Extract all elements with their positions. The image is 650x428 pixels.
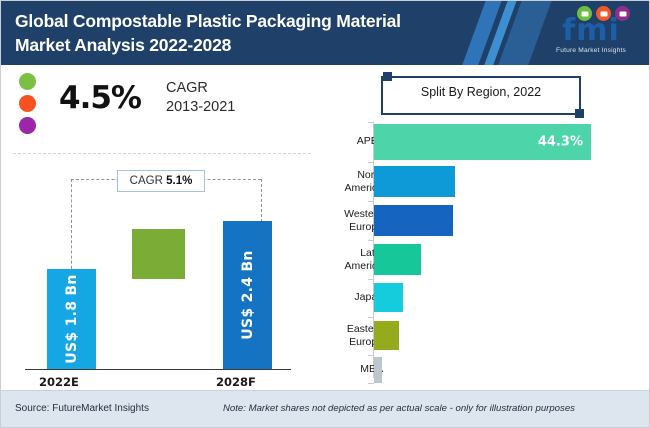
logo-caption: Future Market Insights	[556, 47, 626, 54]
cagr-callout-box: CAGR 5.1%	[117, 170, 205, 192]
bar-eastern-europe	[374, 321, 399, 350]
region-chart-title: Split By Region, 2022	[420, 85, 542, 99]
page-title-line1: Global Compostable Plastic Packaging Mat…	[15, 11, 401, 31]
logo-wordmark: fmi	[562, 13, 620, 48]
cagr-connector-left	[71, 179, 72, 279]
logo-icon-group	[577, 6, 643, 23]
axis-tick	[368, 162, 374, 163]
bar-western-europe	[374, 205, 453, 236]
table-row: North America	[319, 162, 649, 201]
axis-tick	[368, 240, 374, 241]
axis-tick	[368, 317, 374, 318]
axis-tick	[368, 201, 374, 202]
fmi-logo: fmi Future Market Insights	[539, 6, 643, 62]
frame-line-top	[387, 76, 581, 78]
axis-tick	[368, 383, 374, 384]
table-row: Latin America	[319, 240, 649, 279]
footer-note: Note: Market shares not depicted as per …	[223, 403, 575, 414]
cagr-period-years: 2013-2021	[166, 99, 236, 115]
table-row: Japan	[319, 279, 649, 317]
market-size-axis	[25, 369, 291, 370]
dot-orange-icon	[19, 95, 36, 112]
bar-latin-america	[374, 244, 421, 275]
dot-purple-icon	[19, 117, 36, 134]
chart-circle-icon	[615, 6, 630, 21]
axis-tick	[368, 355, 374, 356]
bulb-circle-icon	[596, 6, 611, 21]
page-title: Global Compostable Plastic Packaging Mat…	[15, 9, 475, 57]
cagr-period-label: CAGR 2013-2021	[166, 79, 235, 117]
cagr-connector-right	[261, 179, 262, 227]
bar-north-america	[374, 166, 455, 197]
section-divider	[13, 153, 311, 154]
bar-2022e: US$ 1.8 Bn	[47, 269, 96, 369]
table-row: APEJ 44.3%	[319, 122, 649, 162]
cagr-callout-value: 5.1%	[166, 175, 193, 187]
footer-source: Source: FutureMarket Insights	[15, 403, 149, 414]
bar-mea	[374, 357, 382, 383]
table-row: MEA	[319, 355, 649, 389]
cagr-value: 4.5%	[59, 80, 142, 116]
cagr-callout-label: CAGR	[129, 175, 163, 187]
page-title-line2: Market Analysis 2022-2028	[15, 35, 232, 55]
bar-apej-value: 44.3%	[537, 134, 583, 150]
bar-apej: 44.3%	[374, 124, 591, 160]
leaf-circle-icon	[577, 6, 592, 21]
cagr-label-text: CAGR	[166, 80, 208, 96]
region-split-chart: Split By Region, 2022 APEJ 44.3% North A…	[319, 65, 649, 391]
header-banner: Global Compostable Plastic Packaging Mat…	[1, 1, 649, 65]
dot-green-icon	[19, 73, 36, 90]
market-size-chart: CAGR 5.1% US$ 1.8 Bn US$ 2.4 Bn 2022E 20…	[1, 159, 319, 391]
axis-label-2028f: 2028F	[216, 375, 256, 389]
frame-line-left	[381, 76, 383, 114]
bar-2028f: US$ 2.4 Bn	[223, 221, 272, 369]
frame-line-bottom	[381, 113, 575, 115]
bar-japan	[374, 283, 403, 312]
axis-label-2022e: 2022E	[39, 375, 79, 389]
frame-line-right	[579, 76, 581, 114]
region-axis-line	[373, 122, 374, 378]
split-title-frame: Split By Region, 2022	[381, 72, 584, 118]
bar-2022e-value: US$ 1.8 Bn	[63, 274, 80, 364]
axis-tick	[368, 279, 374, 280]
frame-marker-bottomright	[575, 109, 584, 118]
footer-bar: Source: FutureMarket Insights Note: Mark…	[1, 390, 649, 427]
frame-marker-topleft	[383, 72, 392, 81]
table-row: Western Europe	[319, 201, 649, 240]
cagr-dot-group	[19, 73, 39, 135]
axis-tick	[368, 122, 374, 123]
accent-block	[132, 229, 185, 279]
table-row: Eastern Europe	[319, 317, 649, 355]
bar-2028f-value: US$ 2.4 Bn	[239, 250, 256, 340]
